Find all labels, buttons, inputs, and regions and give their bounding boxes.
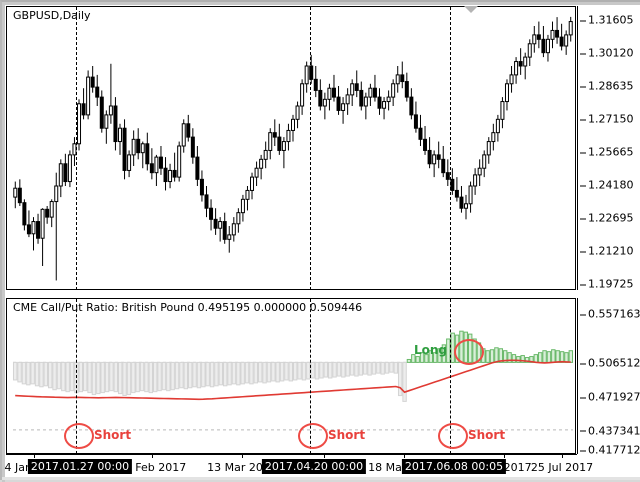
date-axis-tickmark [152, 454, 153, 458]
price-axis-tick: 1.31605 [580, 13, 634, 27]
indicator-axis-tick: 0.471927 [580, 390, 640, 404]
date-axis-tickmark [562, 454, 563, 458]
window-frame-bottom [2, 477, 640, 480]
signal-ellipse-short-2 [298, 423, 328, 449]
date-axis-label: 13 Mar 2017 [207, 461, 277, 474]
price-axis-line [577, 6, 578, 290]
chart-symbol-period-label: GBPUSD,Daily [13, 9, 91, 22]
signal-label-long-1: Long [414, 343, 448, 357]
vertical-marker-line-1-price [76, 7, 77, 290]
indicator-y-axis[interactable]: 0.557163 0.506512 0.471927 0.437341 0.417712 [580, 298, 640, 457]
date-axis-tickmark [242, 454, 243, 458]
indicator-title-label: CME Call/Put Ratio: British Pound 0.4951… [13, 301, 363, 314]
triangle-down-icon [464, 6, 478, 13]
date-axis-tickmark [324, 454, 325, 458]
date-axis-highlighted-label: 2017.01.27 00:00 [27, 459, 133, 474]
date-axis-label: 17 Feb 2017 [117, 461, 187, 474]
window-frame-left [2, 2, 5, 482]
pane-split-handle-icon[interactable] [464, 6, 478, 14]
price-axis-tick: 1.22695 [580, 211, 634, 225]
vertical-marker-line-2-indicator [310, 299, 311, 454]
indicator-axis-line [577, 298, 578, 454]
indicator-axis-tick: 0.437341 [580, 424, 640, 438]
price-axis-tick: 1.21210 [580, 244, 634, 258]
signal-label-short-1: Short [94, 428, 132, 442]
date-axis-highlighted-label: 2017.06.08 00:05 [401, 459, 507, 474]
date-axis-highlighted-label: 2017.04.20 00:00 [261, 459, 367, 474]
price-axis-tick: 1.30120 [580, 46, 634, 60]
price-axis-tick: 1.24180 [580, 178, 634, 192]
window-frame-top [2, 2, 640, 5]
price-axis-tick: 1.28635 [580, 79, 634, 93]
price-candlestick-plot [13, 16, 573, 281]
vertical-marker-line-1-indicator [76, 299, 77, 454]
signal-ellipse-short-3 [438, 423, 468, 449]
price-y-axis[interactable]: 1.31605 1.30120 1.28635 1.27150 1.25665 1.241… [580, 6, 640, 291]
indicator-axis-tick: 0.557163 [580, 307, 640, 321]
indicator-axis-tick: 0.417712 [580, 443, 640, 457]
date-axis-tickmark [34, 454, 35, 458]
signal-ellipse-long-1 [454, 339, 484, 365]
signal-label-short-2: Short [328, 428, 366, 442]
vertical-marker-line-3-price [450, 7, 451, 290]
vertical-marker-line-2-price [310, 7, 311, 290]
date-axis-rule [6, 454, 577, 455]
indicator-axis-tick: 0.506512 [580, 356, 640, 370]
price-chart-pane[interactable]: GBPUSD,Daily [6, 6, 576, 290]
date-axis-tickmark [504, 454, 505, 458]
price-axis-tick: 1.25665 [580, 145, 634, 159]
signal-ellipse-short-1 [64, 423, 94, 449]
vertical-marker-line-3-indicator [450, 299, 451, 454]
date-axis-tickmark [404, 454, 405, 458]
price-axis-tick: 1.19725 [580, 277, 634, 291]
date-axis-label: 25 Jul 2017 [530, 461, 594, 474]
price-axis-tick: 1.27150 [580, 112, 634, 126]
signal-label-short-3: Short [468, 428, 506, 442]
